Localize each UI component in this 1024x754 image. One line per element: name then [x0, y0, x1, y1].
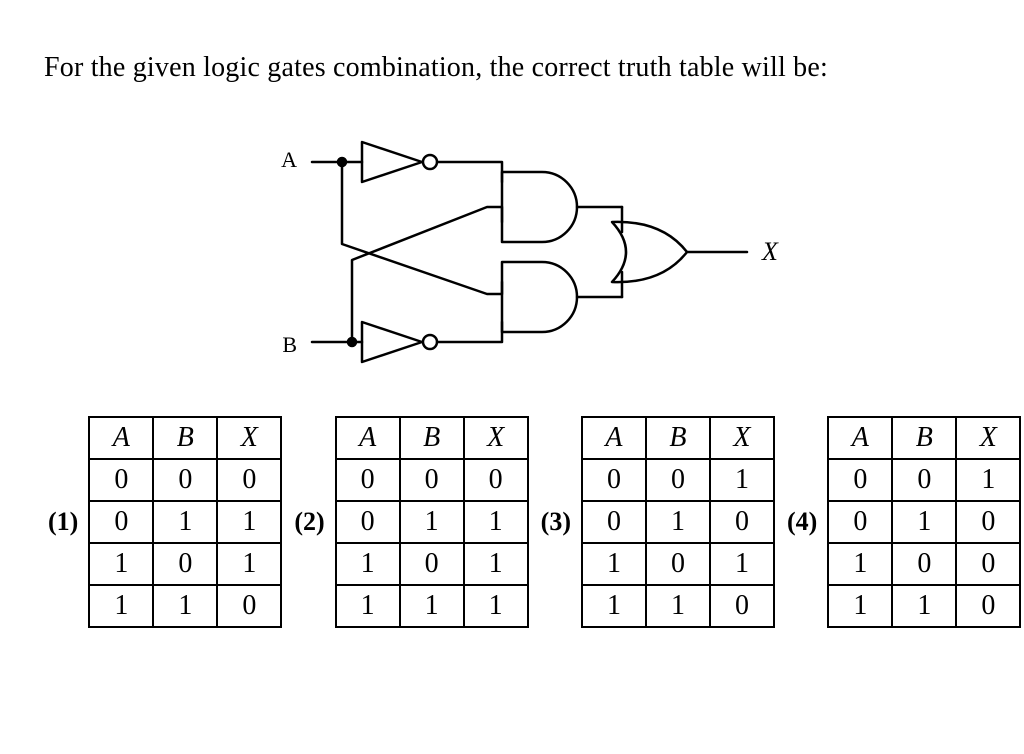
table-row: 1 1 0 [89, 585, 281, 627]
table-row: 0 0 0 [89, 459, 281, 501]
table-row: 1 0 1 [336, 543, 528, 585]
table-row: 0 0 1 [828, 459, 1020, 501]
table-cell: 0 [646, 543, 710, 585]
table-cell: 0 [956, 585, 1020, 627]
table-row: 0 0 1 [582, 459, 774, 501]
table-row: 1 1 0 [828, 585, 1020, 627]
table-header-cell: X [217, 417, 281, 459]
table-cell: 1 [217, 501, 281, 543]
table-cell: 1 [646, 501, 710, 543]
table-cell: 1 [582, 585, 646, 627]
circuit-diagram-container: A B X [44, 112, 980, 392]
table-header-cell: B [646, 417, 710, 459]
table-cell: 1 [582, 543, 646, 585]
table-cell: 1 [400, 501, 464, 543]
table-row: 0 1 0 [828, 501, 1020, 543]
table-cell: 1 [464, 543, 528, 585]
options-row: (1) A B X 0 0 0 0 1 1 1 0 1 [44, 416, 988, 628]
table-cell: 0 [336, 459, 400, 501]
table-header-cell: A [336, 417, 400, 459]
circuit-label-b: B [282, 332, 297, 357]
table-cell: 1 [153, 585, 217, 627]
table-cell: 1 [217, 543, 281, 585]
table-cell: 0 [956, 501, 1020, 543]
option-3: (3) A B X 0 0 1 0 1 0 1 0 1 [541, 416, 775, 628]
table-header-cell: X [464, 417, 528, 459]
table-cell: 1 [646, 585, 710, 627]
option-3-table: A B X 0 0 1 0 1 0 1 0 1 1 1 0 [581, 416, 775, 628]
table-header-row: A B X [336, 417, 528, 459]
table-cell: 1 [828, 585, 892, 627]
logic-circuit-diagram: A B X [242, 112, 782, 392]
table-cell: 0 [217, 459, 281, 501]
table-cell: 0 [892, 543, 956, 585]
table-cell: 0 [217, 585, 281, 627]
circuit-label-a: A [281, 147, 297, 172]
option-2-label: (2) [294, 507, 324, 537]
table-header-row: A B X [89, 417, 281, 459]
table-cell: 0 [400, 459, 464, 501]
table-cell: 0 [710, 585, 774, 627]
table-header-cell: A [582, 417, 646, 459]
table-cell: 1 [153, 501, 217, 543]
table-cell: 0 [464, 459, 528, 501]
table-header-cell: A [828, 417, 892, 459]
option-1: (1) A B X 0 0 0 0 1 1 1 0 1 [48, 416, 282, 628]
table-cell: 1 [336, 585, 400, 627]
table-header-cell: B [153, 417, 217, 459]
table-cell: 0 [646, 459, 710, 501]
table-cell: 0 [892, 459, 956, 501]
table-header-row: A B X [582, 417, 774, 459]
option-4: (4) A B X 0 0 1 0 1 0 1 0 0 [787, 416, 1021, 628]
table-cell: 0 [89, 459, 153, 501]
option-4-table: A B X 0 0 1 0 1 0 1 0 0 1 1 0 [827, 416, 1021, 628]
table-cell: 0 [828, 459, 892, 501]
table-row: 0 0 0 [336, 459, 528, 501]
table-header-row: A B X [828, 417, 1020, 459]
option-3-label: (3) [541, 507, 571, 537]
table-cell: 0 [153, 459, 217, 501]
table-cell: 1 [89, 543, 153, 585]
circuit-label-x: X [761, 237, 779, 266]
table-cell: 1 [710, 459, 774, 501]
table-cell: 1 [892, 585, 956, 627]
table-row: 1 1 0 [582, 585, 774, 627]
table-cell: 0 [400, 543, 464, 585]
option-1-label: (1) [48, 507, 78, 537]
table-header-cell: A [89, 417, 153, 459]
table-cell: 0 [710, 501, 774, 543]
table-row: 0 1 0 [582, 501, 774, 543]
table-header-cell: X [710, 417, 774, 459]
option-2: (2) A B X 0 0 0 0 1 1 1 0 1 [294, 416, 528, 628]
table-cell: 1 [400, 585, 464, 627]
table-cell: 0 [582, 459, 646, 501]
table-cell: 0 [89, 501, 153, 543]
table-row: 0 1 1 [336, 501, 528, 543]
table-cell: 0 [956, 543, 1020, 585]
option-1-table: A B X 0 0 0 0 1 1 1 0 1 1 1 0 [88, 416, 282, 628]
table-cell: 0 [828, 501, 892, 543]
table-row: 1 1 1 [336, 585, 528, 627]
table-row: 0 1 1 [89, 501, 281, 543]
table-cell: 1 [892, 501, 956, 543]
table-cell: 1 [89, 585, 153, 627]
table-row: 1 0 1 [89, 543, 281, 585]
table-header-cell: B [400, 417, 464, 459]
option-4-label: (4) [787, 507, 817, 537]
option-2-table: A B X 0 0 0 0 1 1 1 0 1 1 1 1 [335, 416, 529, 628]
table-row: 1 0 1 [582, 543, 774, 585]
table-header-cell: B [892, 417, 956, 459]
table-cell: 0 [153, 543, 217, 585]
table-cell: 1 [464, 501, 528, 543]
table-cell: 1 [828, 543, 892, 585]
table-row: 1 0 0 [828, 543, 1020, 585]
table-cell: 1 [956, 459, 1020, 501]
question-text: For the given logic gates combination, t… [44, 52, 980, 84]
table-cell: 1 [464, 585, 528, 627]
table-header-cell: X [956, 417, 1020, 459]
table-cell: 0 [336, 501, 400, 543]
table-cell: 0 [582, 501, 646, 543]
table-cell: 1 [336, 543, 400, 585]
table-cell: 1 [710, 543, 774, 585]
